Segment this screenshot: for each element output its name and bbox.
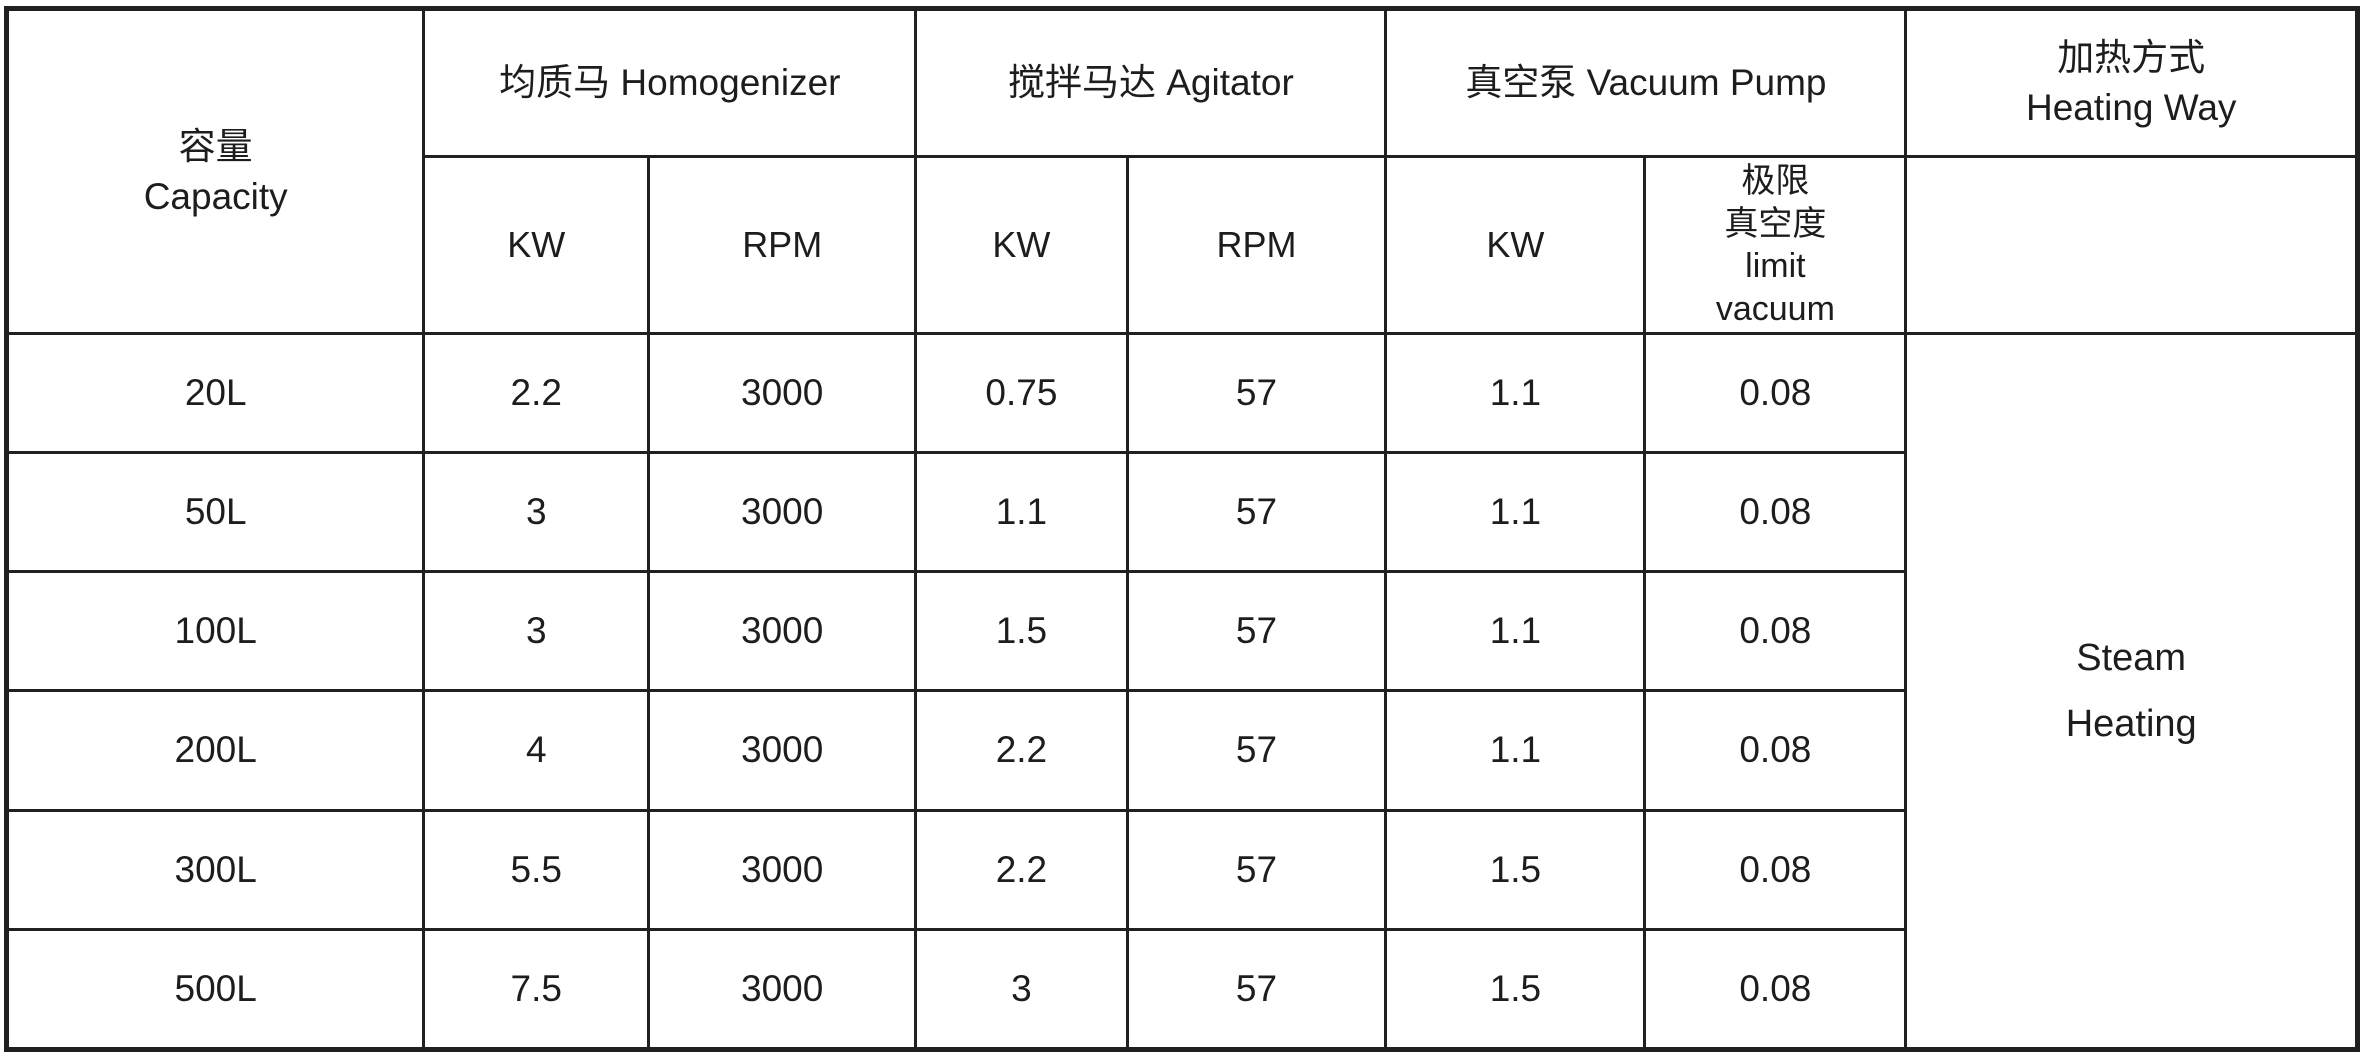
cell-homogenizer-rpm: 3000 <box>647 927 918 1052</box>
header-vacuum-limit: 极限 真空度 limit vacuum <box>1643 155 1908 335</box>
cell-homogenizer-rpm: 3000 <box>647 451 918 574</box>
cell-agitator-rpm: 57 <box>1125 808 1388 931</box>
table-header-unit-row: KW RPM KW RPM KW 极限 真空度 limit vacuum <box>7 155 2359 335</box>
header-vacuum-limit-line-4: vacuum <box>1715 289 1835 328</box>
cell-agitator-rpm: 57 <box>1125 451 1388 574</box>
heating-way-line-1: Steam <box>2076 636 2187 679</box>
cell-vacuum-limit: 0.08 <box>1643 451 1908 574</box>
cell-homogenizer-rpm: 3000 <box>647 808 918 931</box>
cell-vacuum-kw: 1.1 <box>1384 451 1647 574</box>
cell-vacuum-kw: 1.1 <box>1384 689 1647 812</box>
header-agitator-kw: KW <box>914 155 1129 335</box>
heating-way-line-2: Heating <box>2065 703 2197 745</box>
cell-capacity: 300L <box>4 808 426 931</box>
header-heating-way-spacer <box>1904 155 2359 335</box>
table-body: 20L 2.2 3000 0.75 57 1.1 0.08 Steam Heat… <box>4 331 2359 1052</box>
header-vacuum-kw: KW <box>1384 155 1647 335</box>
cell-agitator-kw: 1.1 <box>914 451 1129 574</box>
header-homogenizer-rpm: RPM <box>647 155 918 335</box>
cell-homogenizer-kw: 4 <box>422 689 651 812</box>
header-capacity-en: Capacity <box>143 175 288 217</box>
cell-homogenizer-kw: 3 <box>422 570 651 693</box>
header-capacity: 容量 Capacity <box>4 7 426 335</box>
cell-capacity: 200L <box>4 689 426 812</box>
equipment-specification-table: 容量 Capacity 均质马 Homogenizer 搅拌马达 Agitato… <box>4 6 2360 1052</box>
header-homogenizer: 均质马 Homogenizer <box>422 7 918 158</box>
table-row: 200L 4 3000 2.2 57 1.1 0.08 <box>4 689 2358 812</box>
header-vacuum-limit-line-3: limit <box>1745 247 1806 285</box>
cell-homogenizer-kw: 5.5 <box>422 808 651 931</box>
cell-vacuum-kw: 1.5 <box>1384 808 1647 931</box>
cell-agitator-kw: 2.2 <box>914 808 1129 931</box>
cell-vacuum-limit: 0.08 <box>1643 331 1908 455</box>
cell-homogenizer-kw: 3 <box>422 451 651 574</box>
header-agitator: 搅拌马达 Agitator <box>914 7 1388 158</box>
table-row: 50L 3 3000 1.1 57 1.1 0.08 <box>4 451 2358 574</box>
cell-vacuum-kw: 1.1 <box>1384 570 1647 693</box>
cell-vacuum-limit: 0.08 <box>1643 808 1908 931</box>
header-vacuum-limit-line-2: 真空度 <box>1724 204 1827 243</box>
cell-agitator-rpm: 57 <box>1125 927 1388 1052</box>
cell-vacuum-kw: 1.1 <box>1384 331 1647 455</box>
table-header-group-row: 容量 Capacity 均质马 Homogenizer 搅拌马达 Agitato… <box>4 7 2359 335</box>
cell-homogenizer-kw: 2.2 <box>422 331 651 455</box>
cell-capacity: 500L <box>4 927 426 1052</box>
header-heating-way-cn: 加热方式 <box>2057 37 2206 79</box>
cell-capacity: 20L <box>4 331 426 455</box>
cell-homogenizer-rpm: 3000 <box>647 570 918 693</box>
table-row: 100L 3 3000 1.5 57 1.1 0.08 <box>4 570 2358 693</box>
cell-agitator-kw: 0.75 <box>914 331 1129 455</box>
header-capacity-cn: 容量 <box>178 125 253 167</box>
table-row: 500L 7.5 3000 3 57 1.5 0.08 <box>4 927 2358 1052</box>
header-vacuum-pump: 真空泵 Vacuum Pump <box>1384 7 1908 158</box>
cell-homogenizer-rpm: 3000 <box>647 689 918 812</box>
cell-vacuum-limit: 0.08 <box>1643 570 1908 693</box>
cell-homogenizer-rpm: 3000 <box>647 331 918 455</box>
cell-agitator-rpm: 57 <box>1125 689 1388 812</box>
cell-agitator-kw: 2.2 <box>914 689 1129 812</box>
table-row: 20L 2.2 3000 0.75 57 1.1 0.08 Steam Heat… <box>4 331 2359 1051</box>
cell-vacuum-kw: 1.5 <box>1384 927 1647 1052</box>
cell-homogenizer-kw: 7.5 <box>422 927 651 1052</box>
header-heating-way: 加热方式 Heating Way <box>1904 7 2359 158</box>
header-homogenizer-kw: KW <box>422 155 651 335</box>
cell-capacity: 50L <box>4 451 426 574</box>
cell-vacuum-limit: 0.08 <box>1643 927 1908 1052</box>
cell-agitator-kw: 3 <box>914 927 1129 1052</box>
header-heating-way-en: Heating Way <box>2025 87 2237 128</box>
cell-heating-way: Steam Heating <box>1904 332 2359 1051</box>
cell-agitator-rpm: 57 <box>1125 331 1388 455</box>
cell-agitator-kw: 1.5 <box>914 570 1129 693</box>
cell-capacity: 100L <box>4 570 426 693</box>
cell-agitator-rpm: 57 <box>1125 570 1388 693</box>
table-row: 300L 5.5 3000 2.2 57 1.5 0.08 <box>4 808 2358 931</box>
header-agitator-rpm: RPM <box>1125 155 1388 335</box>
cell-vacuum-limit: 0.08 <box>1643 689 1908 812</box>
header-vacuum-limit-line-1: 极限 <box>1741 162 1810 200</box>
